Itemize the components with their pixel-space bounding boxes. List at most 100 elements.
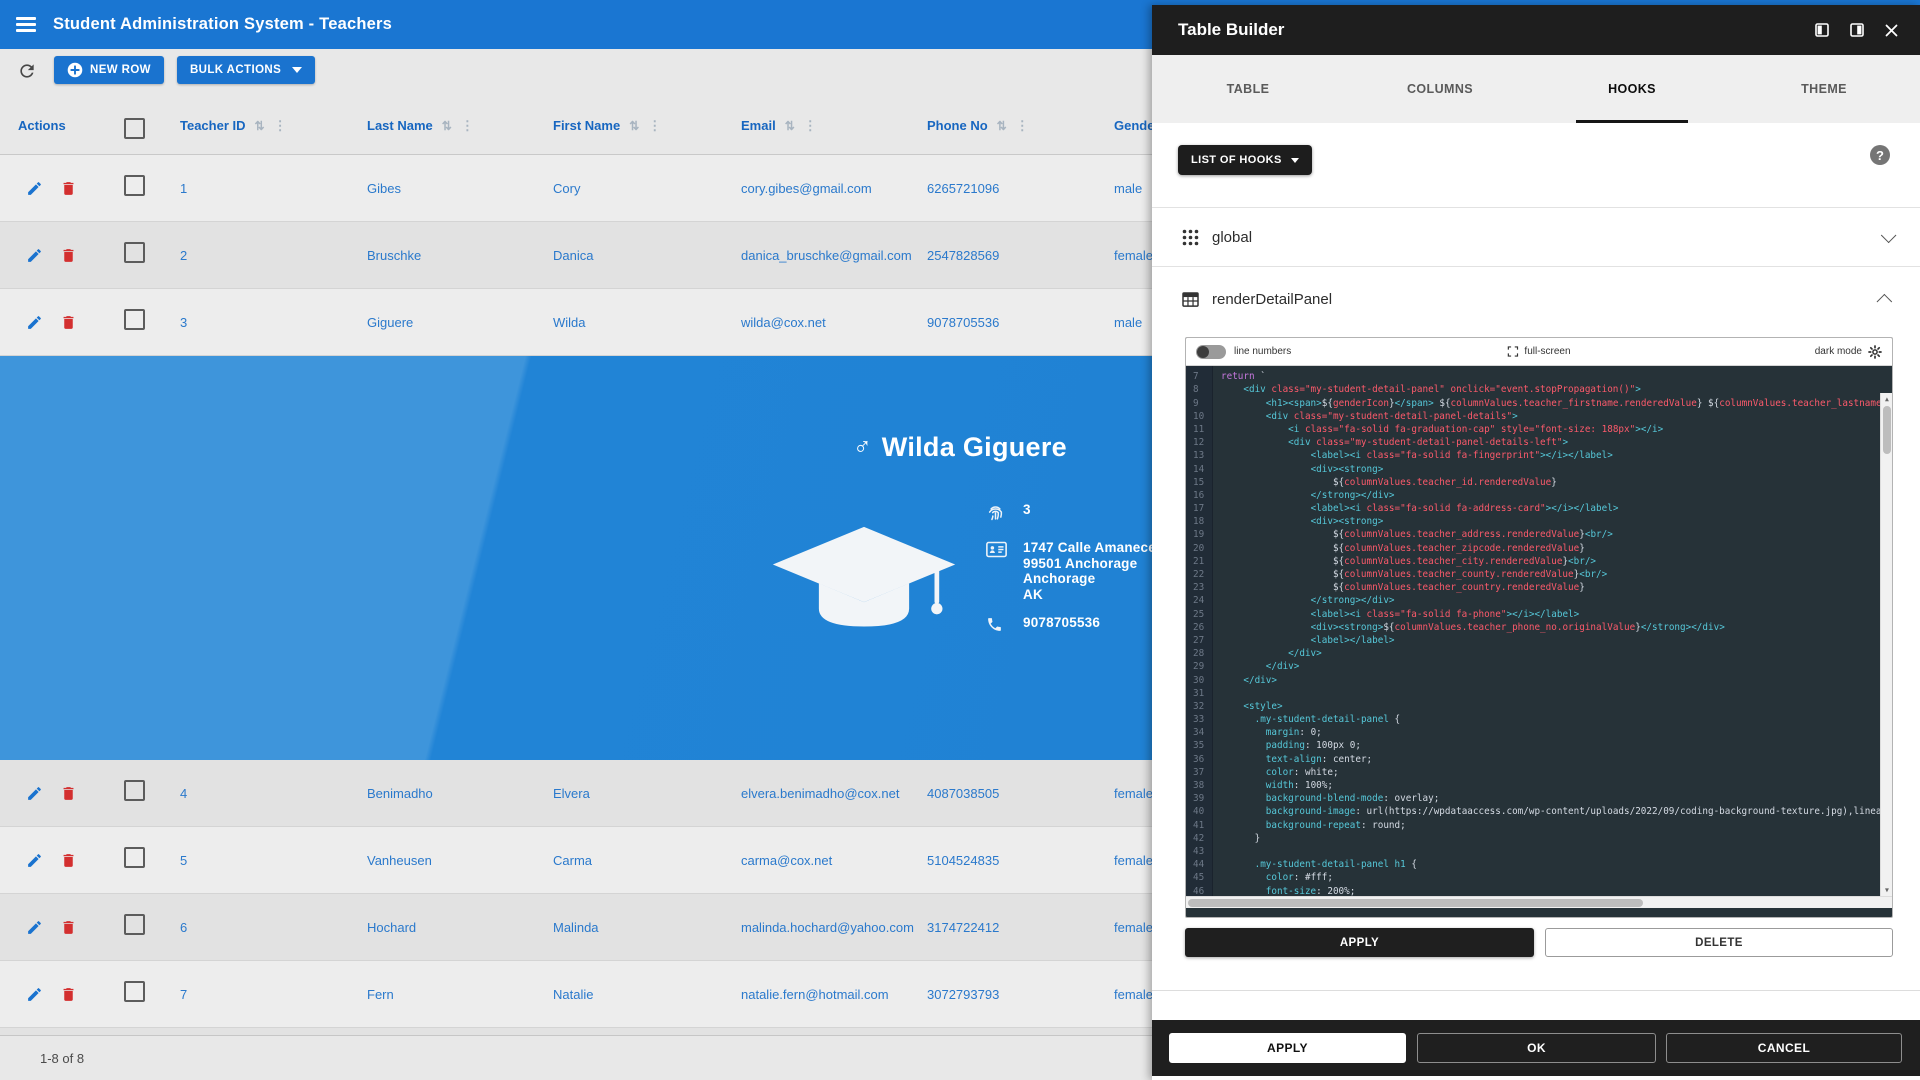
delete-hook-button[interactable]: DELETE bbox=[1545, 928, 1893, 957]
dock-right-icon[interactable] bbox=[1850, 23, 1864, 37]
apply-hook-button[interactable]: APPLY bbox=[1185, 928, 1534, 957]
scroll-up-arrow[interactable]: ▲ bbox=[1885, 395, 1889, 403]
edit-icon[interactable] bbox=[26, 247, 43, 264]
new-row-button[interactable]: NEW ROW bbox=[54, 56, 164, 84]
line-number: 22 bbox=[1193, 569, 1205, 580]
sort-icon[interactable]: ⇅ bbox=[629, 118, 640, 133]
hamburger-menu-icon[interactable] bbox=[16, 17, 36, 32]
footer-cancel-button[interactable]: CANCEL bbox=[1666, 1033, 1902, 1063]
line-number: 29 bbox=[1193, 661, 1205, 673]
row-checkbox[interactable] bbox=[124, 914, 145, 935]
row-actions bbox=[18, 919, 124, 936]
code-line: color: white; bbox=[1265, 766, 1339, 778]
column-header-last-name[interactable]: Last Name ⇅ ⋮ bbox=[367, 118, 553, 133]
bulk-actions-button[interactable]: BULK ACTIONS bbox=[176, 56, 316, 84]
edit-icon[interactable] bbox=[26, 852, 43, 869]
edit-icon[interactable] bbox=[26, 180, 43, 197]
cell-teacher-id: 3 bbox=[180, 314, 188, 330]
delete-icon[interactable] bbox=[60, 247, 77, 264]
column-header-email[interactable]: Email ⇅ ⋮ bbox=[741, 118, 927, 133]
column-header-first-name[interactable]: First Name ⇅ ⋮ bbox=[553, 118, 741, 133]
horizontal-scrollbar[interactable] bbox=[1186, 896, 1892, 908]
line-number: 17 bbox=[1193, 503, 1205, 515]
gear-icon[interactable] bbox=[1868, 344, 1882, 359]
close-icon[interactable] bbox=[1885, 24, 1898, 37]
line-number: 25 bbox=[1193, 608, 1205, 620]
row-checkbox-cell bbox=[124, 242, 180, 268]
delete-icon[interactable] bbox=[60, 180, 77, 197]
cell-phone-no: 3072793793 bbox=[927, 986, 1000, 1002]
edit-icon[interactable] bbox=[26, 314, 43, 331]
footer-ok-button[interactable]: OK bbox=[1417, 1033, 1656, 1063]
row-actions bbox=[18, 986, 124, 1003]
line-number: 30 bbox=[1193, 674, 1205, 686]
column-header-phone-no[interactable]: Phone No ⇅ ⋮ bbox=[927, 118, 1114, 133]
footer-apply-button[interactable]: APPLY bbox=[1169, 1033, 1406, 1063]
delete-icon[interactable] bbox=[60, 785, 77, 802]
cell-gender: female bbox=[1114, 247, 1154, 263]
code-line: background-repeat: round; bbox=[1265, 819, 1406, 831]
select-all-checkbox[interactable] bbox=[124, 118, 145, 139]
line-numbers-toggle[interactable] bbox=[1196, 344, 1226, 359]
row-checkbox[interactable] bbox=[124, 175, 145, 196]
tab-theme[interactable]: THEME bbox=[1728, 55, 1920, 123]
cell-email: cory.gibes@gmail.com bbox=[741, 180, 872, 196]
edit-icon[interactable] bbox=[26, 986, 43, 1003]
row-checkbox[interactable] bbox=[124, 780, 145, 801]
row-checkbox[interactable] bbox=[124, 847, 145, 868]
delete-icon[interactable] bbox=[60, 852, 77, 869]
tab-table[interactable]: TABLE bbox=[1152, 55, 1344, 123]
column-header-teacher-id[interactable]: Teacher ID ⇅ ⋮ bbox=[180, 118, 367, 133]
edit-icon[interactable] bbox=[26, 785, 43, 802]
delete-icon[interactable] bbox=[60, 986, 77, 1003]
detail-teacher-name: Wilda Giguere bbox=[881, 432, 1067, 462]
dock-left-icon[interactable] bbox=[1815, 23, 1829, 37]
row-checkbox[interactable] bbox=[124, 981, 145, 1002]
hook-accordion-renderdetailpanel[interactable]: renderDetailPanel bbox=[1152, 266, 1920, 331]
sort-icon[interactable]: ⇅ bbox=[441, 118, 452, 133]
cell-phone-no: 9078705536 bbox=[927, 314, 1000, 330]
code-line: <div class="my-student-detail-panel-deta… bbox=[1288, 437, 1569, 449]
list-of-hooks-button[interactable]: LIST OF HOOKS bbox=[1178, 145, 1312, 175]
vertical-scrollbar[interactable]: ▲ ▼ bbox=[1880, 393, 1892, 896]
delete-icon[interactable] bbox=[60, 919, 77, 936]
scroll-down-arrow[interactable]: ▼ bbox=[1885, 886, 1889, 894]
column-menu-icon[interactable]: ⋮ bbox=[1015, 118, 1029, 133]
refresh-button[interactable] bbox=[13, 57, 41, 88]
column-label: Email bbox=[741, 118, 776, 133]
tab-label: TABLE bbox=[1226, 82, 1270, 96]
horizontal-scroll-thumb[interactable] bbox=[1188, 899, 1643, 907]
line-number: 44 bbox=[1193, 859, 1205, 871]
line-number: 14 bbox=[1193, 463, 1205, 475]
line-number: 41 bbox=[1193, 819, 1205, 831]
plus-circle-icon bbox=[67, 62, 83, 78]
code-line: background-blend-mode: overlay; bbox=[1265, 793, 1440, 805]
cell-last-name: Benimadho bbox=[367, 785, 433, 801]
row-checkbox[interactable] bbox=[124, 309, 145, 330]
line-number: 39 bbox=[1193, 793, 1205, 805]
sort-icon[interactable]: ⇅ bbox=[996, 118, 1007, 133]
code-line bbox=[1221, 687, 1892, 700]
column-menu-icon[interactable]: ⋮ bbox=[460, 118, 474, 133]
fullscreen-button[interactable]: full-screen bbox=[1507, 346, 1571, 357]
column-menu-icon[interactable]: ⋮ bbox=[648, 118, 662, 133]
hooks-toolbar: LIST OF HOOKS ? bbox=[1152, 123, 1920, 207]
code-line: </div> bbox=[1288, 648, 1322, 660]
vertical-scroll-thumb[interactable] bbox=[1882, 406, 1891, 454]
edit-icon[interactable] bbox=[26, 919, 43, 936]
cell-last-name: Giguere bbox=[367, 314, 414, 330]
detail-address: 1747 Calle Amanecer #2 99501 Anchorage A… bbox=[1023, 540, 1181, 602]
hook-accordion-global[interactable]: global bbox=[1152, 207, 1920, 266]
column-menu-icon[interactable]: ⋮ bbox=[803, 118, 817, 133]
sort-icon[interactable]: ⇅ bbox=[784, 118, 795, 133]
delete-icon[interactable] bbox=[60, 314, 77, 331]
column-menu-icon[interactable]: ⋮ bbox=[273, 118, 287, 133]
tab-columns[interactable]: COLUMNS bbox=[1344, 55, 1536, 123]
sort-icon[interactable]: ⇅ bbox=[254, 118, 265, 133]
tab-label: COLUMNS bbox=[1407, 82, 1473, 96]
chevron-down-icon bbox=[292, 67, 303, 73]
tab-hooks[interactable]: HOOKS bbox=[1536, 55, 1728, 123]
help-icon[interactable]: ? bbox=[1870, 145, 1890, 165]
row-checkbox[interactable] bbox=[124, 242, 145, 263]
